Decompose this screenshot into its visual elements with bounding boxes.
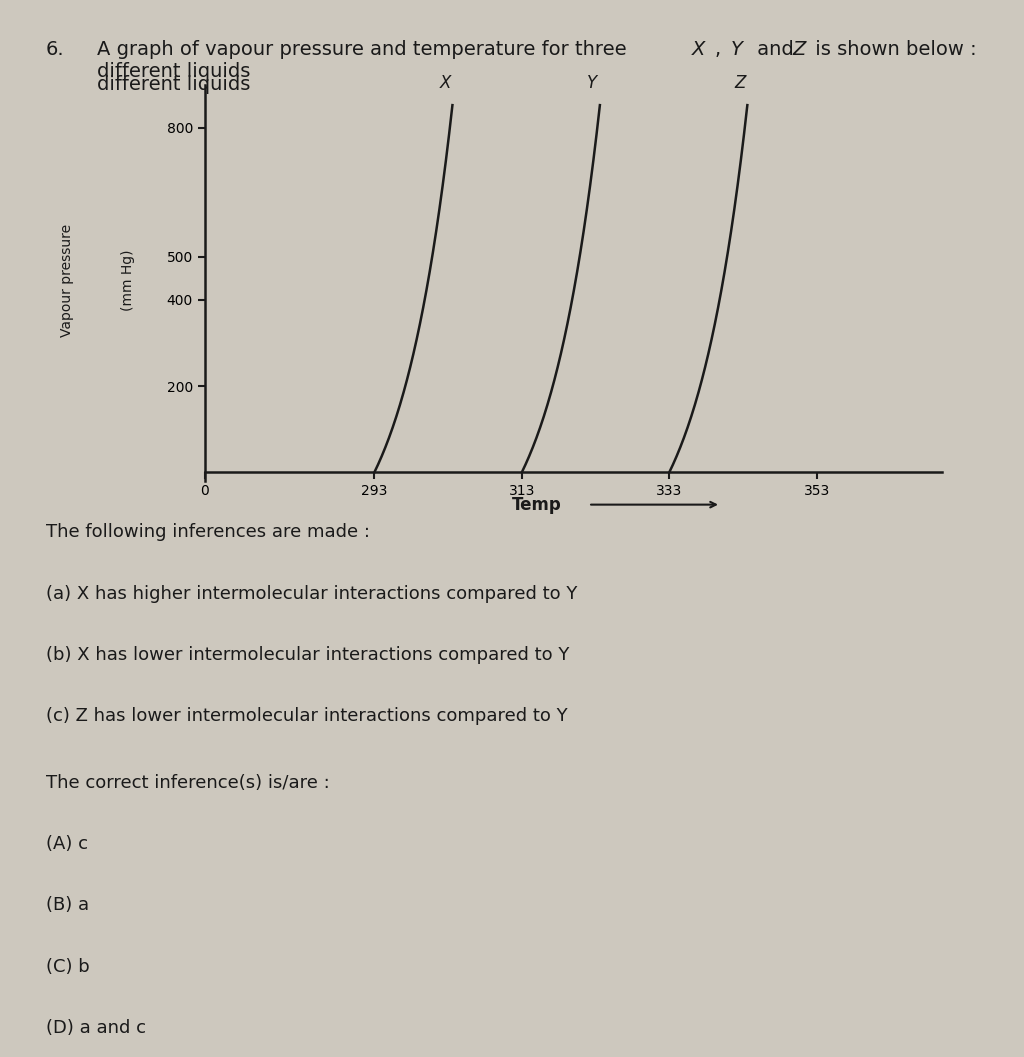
Text: (A) c: (A) c bbox=[46, 835, 88, 853]
Text: (B) a: (B) a bbox=[46, 896, 89, 914]
Text: 6.: 6. bbox=[46, 40, 65, 59]
Text: A graph of vapour pressure and temperature for three
different liquids: A graph of vapour pressure and temperatu… bbox=[97, 40, 627, 81]
Text: Temp: Temp bbox=[512, 496, 561, 514]
Text: (C) b: (C) b bbox=[46, 958, 90, 976]
Text: and: and bbox=[751, 40, 800, 59]
Text: (D) a and c: (D) a and c bbox=[46, 1019, 146, 1037]
Text: (b) X has lower intermolecular interactions compared to Y: (b) X has lower intermolecular interacti… bbox=[46, 646, 569, 664]
Text: (a) X has higher intermolecular interactions compared to Y: (a) X has higher intermolecular interact… bbox=[46, 585, 578, 602]
Text: is shown below :: is shown below : bbox=[809, 40, 977, 59]
Text: Z: Z bbox=[734, 74, 745, 92]
Text: Y: Y bbox=[731, 40, 743, 59]
Text: different liquids: different liquids bbox=[97, 75, 257, 94]
Text: The following inferences are made :: The following inferences are made : bbox=[46, 523, 370, 541]
Text: (mm Hg): (mm Hg) bbox=[121, 249, 135, 311]
Text: The correct inference(s) is/are :: The correct inference(s) is/are : bbox=[46, 774, 330, 792]
Text: ,: , bbox=[715, 40, 727, 59]
Text: X: X bbox=[692, 40, 706, 59]
Text: (c) Z has lower intermolecular interactions compared to Y: (c) Z has lower intermolecular interacti… bbox=[46, 707, 567, 725]
Text: X: X bbox=[439, 74, 451, 92]
Text: Vapour pressure: Vapour pressure bbox=[59, 223, 74, 337]
Text: Y: Y bbox=[588, 74, 598, 92]
Text: Z: Z bbox=[793, 40, 806, 59]
